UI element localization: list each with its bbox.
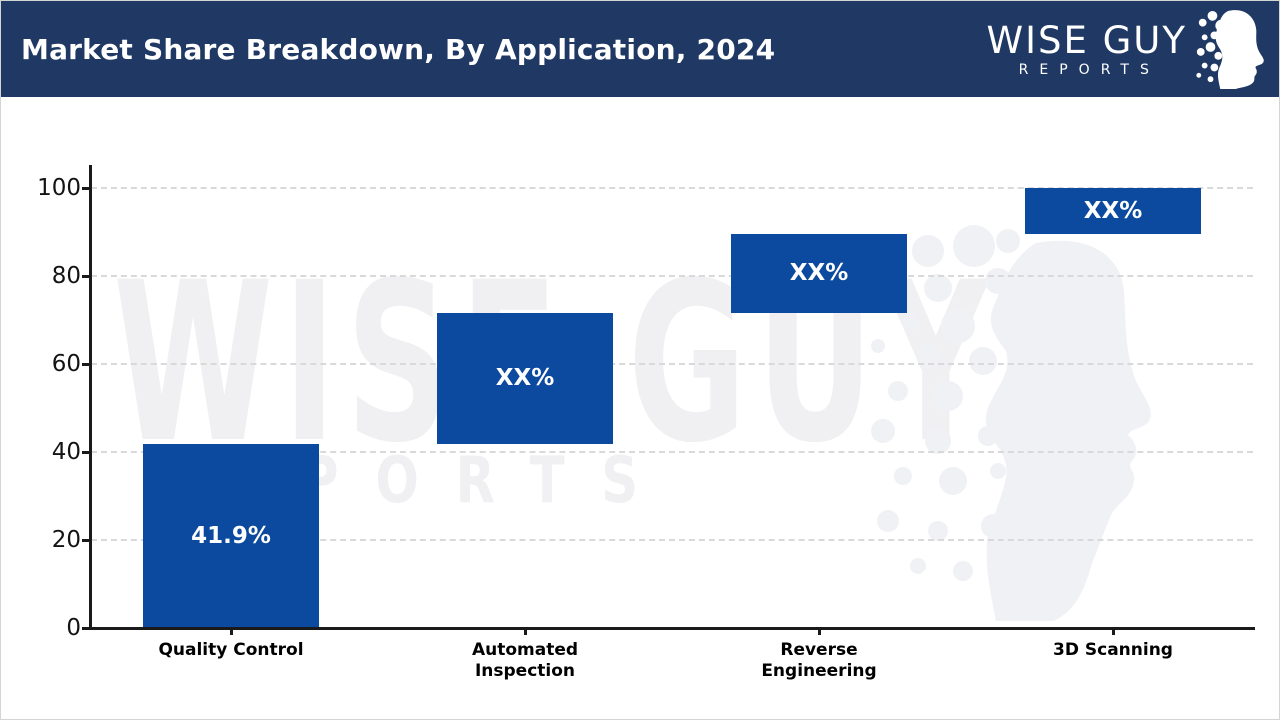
y-tick-mark-80 — [82, 275, 90, 278]
x-tick-mark-0 — [230, 628, 233, 635]
gridline-80 — [91, 275, 1253, 278]
logo-text: WISE GUY REPORTS — [987, 22, 1187, 77]
y-tick-mark-40 — [82, 451, 90, 454]
y-tick-label-20: 20 — [51, 527, 81, 554]
logo-wordmark: WISE GUY — [986, 18, 1187, 62]
x-tick-mark-2 — [818, 628, 821, 635]
y-tick-mark-100 — [82, 187, 90, 190]
gridline-20 — [91, 539, 1253, 542]
bar-2 — [731, 233, 907, 313]
y-tick-label-60: 60 — [51, 351, 81, 378]
bar-3 — [1025, 188, 1201, 234]
gridline-100 — [91, 187, 1253, 190]
bar-value-label-2: XX% — [789, 260, 849, 287]
category-label-3: 3D Scanning — [1053, 640, 1173, 660]
y-tick-label-0: 0 — [66, 615, 81, 641]
gridline-60 — [91, 363, 1253, 366]
x-tick-mark-1 — [524, 628, 527, 635]
y-tick-label-100: 100 — [37, 175, 81, 202]
y-tick-label-40: 40 — [51, 439, 81, 466]
x-tick-mark-3 — [1112, 628, 1115, 635]
bar-0 — [143, 443, 319, 628]
logo-head-icon — [1196, 10, 1264, 89]
category-label-2: Reverse Engineering — [761, 640, 877, 681]
y-axis-line — [89, 165, 92, 630]
y-tick-label-80: 80 — [51, 263, 81, 290]
y-tick-mark-0 — [82, 627, 90, 630]
gridline-40 — [91, 451, 1253, 454]
y-tick-mark-60 — [82, 363, 90, 366]
bar-value-label-3: XX% — [1083, 198, 1143, 225]
y-tick-mark-20 — [82, 539, 90, 542]
chart-title: Market Share Breakdown, By Application, … — [21, 32, 776, 66]
logo-subtitle: REPORTS — [1018, 61, 1160, 78]
x-axis-line — [89, 627, 1255, 630]
bar-value-label-1: XX% — [495, 365, 555, 392]
wiseguy-logo: WISE GUY REPORTS — [987, 1, 1269, 97]
category-label-0: Quality Control — [158, 640, 304, 660]
bar-value-label-0: 41.9% — [191, 522, 271, 549]
header-bar: Market Share Breakdown, By Application, … — [1, 1, 1279, 97]
category-label-1: Automated Inspection — [471, 640, 579, 681]
bar-1 — [437, 312, 613, 444]
